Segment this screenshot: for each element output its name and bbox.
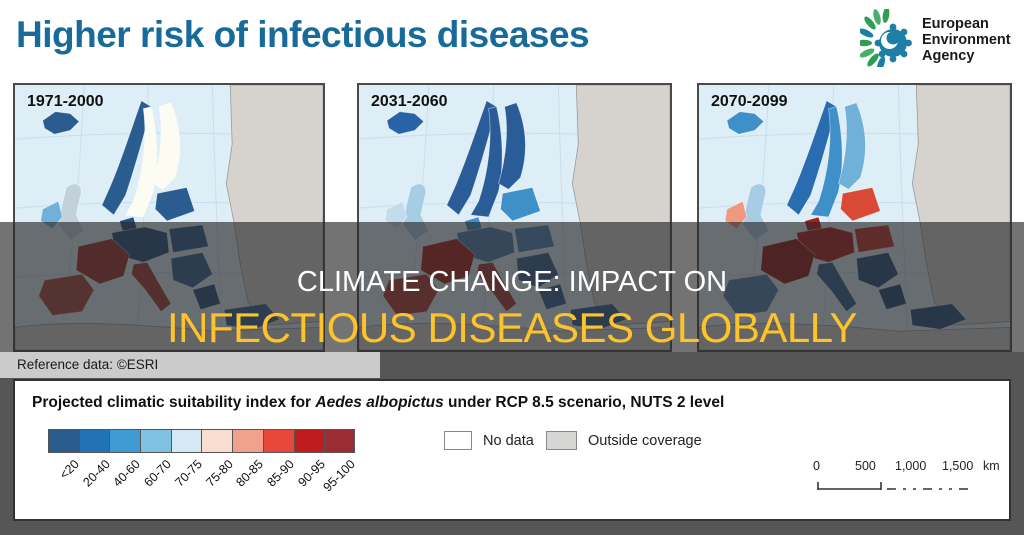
map-region-iceland (386, 111, 425, 135)
ramp-label: 60-70 (141, 457, 174, 490)
map-region-baltics (500, 187, 541, 222)
color-ramp-labels: <20 20-40 40-60 60-70 70-75 75-80 80-85 85-90 90… (48, 457, 368, 511)
scale-bar-labels: 0 500 1,000 1,500 km (797, 459, 1002, 475)
map-region-baltics (840, 187, 881, 222)
title-card-overlay: CLIMATE CHANGE: IMPACT ON INFECTIOUS DIS… (0, 222, 1024, 352)
ramp-swatch-70-75 (170, 429, 202, 453)
ramp-swatch-95-100 (324, 429, 355, 453)
ramp-swatch-85-90 (262, 429, 294, 453)
map-region-sweden (470, 106, 503, 218)
ramp-swatch-<20 (48, 429, 79, 453)
scale-tick-label: 500 (855, 459, 876, 473)
ramp-label: <20 (56, 457, 82, 482)
legend-title: Projected climatic suitability index for… (32, 394, 724, 412)
legend-panel: Projected climatic suitability index for… (13, 379, 1011, 521)
ramp-label: 85-90 (264, 457, 297, 490)
ramp-swatch-75-80 (201, 429, 233, 453)
ramp-label: 20-40 (80, 457, 113, 490)
scale-tick-label: 1,500 (942, 459, 974, 473)
map-region-iceland (42, 111, 80, 135)
outside-coverage-swatch (546, 431, 577, 450)
ramp-swatch-20-40 (78, 429, 110, 453)
scale-tick-label: 0 (813, 459, 820, 473)
legend-title-suffix: under RCP 8.5 scenario, NUTS 2 level (443, 394, 725, 411)
gear (874, 23, 912, 62)
map-region-iceland (726, 111, 765, 135)
ramp-swatch-40-60 (109, 429, 141, 453)
map-region-baltics (154, 187, 196, 222)
reference-strip: Reference data: ©ESRI (0, 352, 380, 378)
scale-unit-label: km (983, 459, 1000, 473)
eea-logo-line: Agency (922, 48, 975, 64)
reference-data-label: Reference data: ©ESRI (17, 357, 159, 372)
ramp-swatch-90-95 (293, 429, 325, 453)
scale-bar: 0 500 1,000 1,500 km (797, 459, 1002, 499)
banner-headline-main: INFECTIOUS DISEASES GLOBALLY (166, 304, 858, 351)
ramp-label: 80-85 (233, 457, 267, 490)
eea-logo-line: European (922, 16, 989, 32)
ramp-swatch-60-70 (140, 429, 171, 453)
ramp-label: 75-80 (202, 457, 236, 490)
map-period-label: 2070-2099 (711, 93, 788, 110)
ramp-swatch-80-85 (232, 429, 263, 453)
banner-headline-top: CLIMATE CHANGE: IMPACT ON (296, 266, 728, 298)
eea-logo-line: Environment (922, 32, 1011, 48)
ramp-label: 95-100 (320, 457, 359, 495)
scale-bar-line (817, 482, 969, 490)
color-ramp (48, 429, 355, 453)
map-region-sweden (810, 106, 843, 218)
ramp-label: 40-60 (110, 457, 144, 490)
reference-strip-shade (380, 352, 1024, 378)
eea-flower-gear-icon (856, 6, 914, 72)
map-region-finland (152, 102, 181, 190)
eea-logo-text: European Environment Agency (922, 16, 1011, 64)
ramp-label: 70-75 (172, 457, 205, 490)
map-region-finland (498, 102, 526, 190)
no-data-label: No data (483, 432, 534, 449)
map-period-label: 2031-2060 (371, 93, 448, 110)
scale-tick-label: 1,000 (895, 459, 927, 473)
page-title: Higher risk of infectious diseases (16, 14, 590, 55)
map-region-sweden (125, 106, 158, 218)
outside-coverage-key: Outside coverage (546, 431, 702, 450)
outside-coverage-label: Outside coverage (588, 432, 702, 449)
legend-title-prefix: Projected climatic suitability index for (32, 394, 316, 411)
legend-title-species: Aedes albopictus (315, 394, 444, 411)
legend-section: Projected climatic suitability index for… (0, 378, 1024, 535)
eea-logo: European Environment Agency (856, 6, 1020, 72)
no-data-key: No data (444, 431, 534, 450)
map-period-label: 1971-2000 (27, 93, 104, 110)
no-data-swatch (444, 431, 472, 450)
map-region-finland (838, 102, 866, 190)
